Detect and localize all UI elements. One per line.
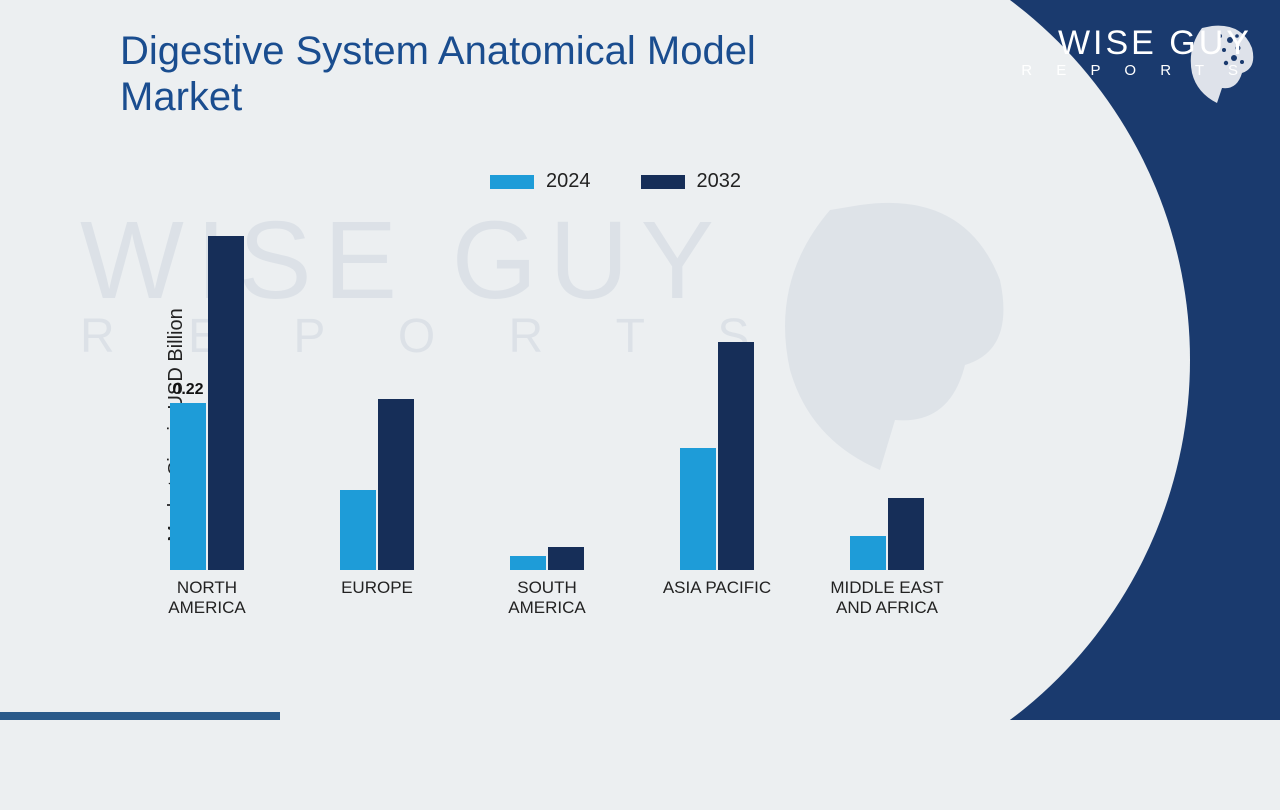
bar	[378, 399, 414, 570]
x-axis-label: EUROPE	[312, 578, 442, 598]
bar	[548, 547, 584, 570]
bar	[718, 342, 754, 570]
right-brand-panel	[960, 0, 1280, 720]
bar	[170, 403, 206, 570]
bar-value-label: 0.22	[163, 381, 213, 399]
x-axis-label: ASIA PACIFIC	[652, 578, 782, 598]
bar	[680, 448, 716, 570]
bar	[888, 498, 924, 570]
x-axis-label: NORTH AMERICA	[142, 578, 272, 617]
bar	[208, 236, 244, 570]
chart-area: Market Size in USD Billion 0.22NORTH AME…	[70, 160, 950, 690]
logo-sub-text: R E P O R T S	[1021, 62, 1252, 79]
bar	[510, 556, 546, 570]
brand-logo: WISE GUY R E P O R T S	[1021, 26, 1252, 79]
plot-region: 0.22NORTH AMERICAEUROPESOUTH AMERICAASIA…	[130, 190, 930, 570]
x-axis-label: MIDDLE EAST AND AFRICA	[822, 578, 952, 617]
chart-title: Digestive System Anatomical Model Market	[120, 28, 880, 120]
bar	[340, 490, 376, 570]
bar	[850, 536, 886, 570]
x-axis-label: SOUTH AMERICA	[482, 578, 612, 617]
bottom-accent-bar	[0, 712, 280, 720]
logo-main-text: WISE GUY	[1021, 26, 1252, 60]
